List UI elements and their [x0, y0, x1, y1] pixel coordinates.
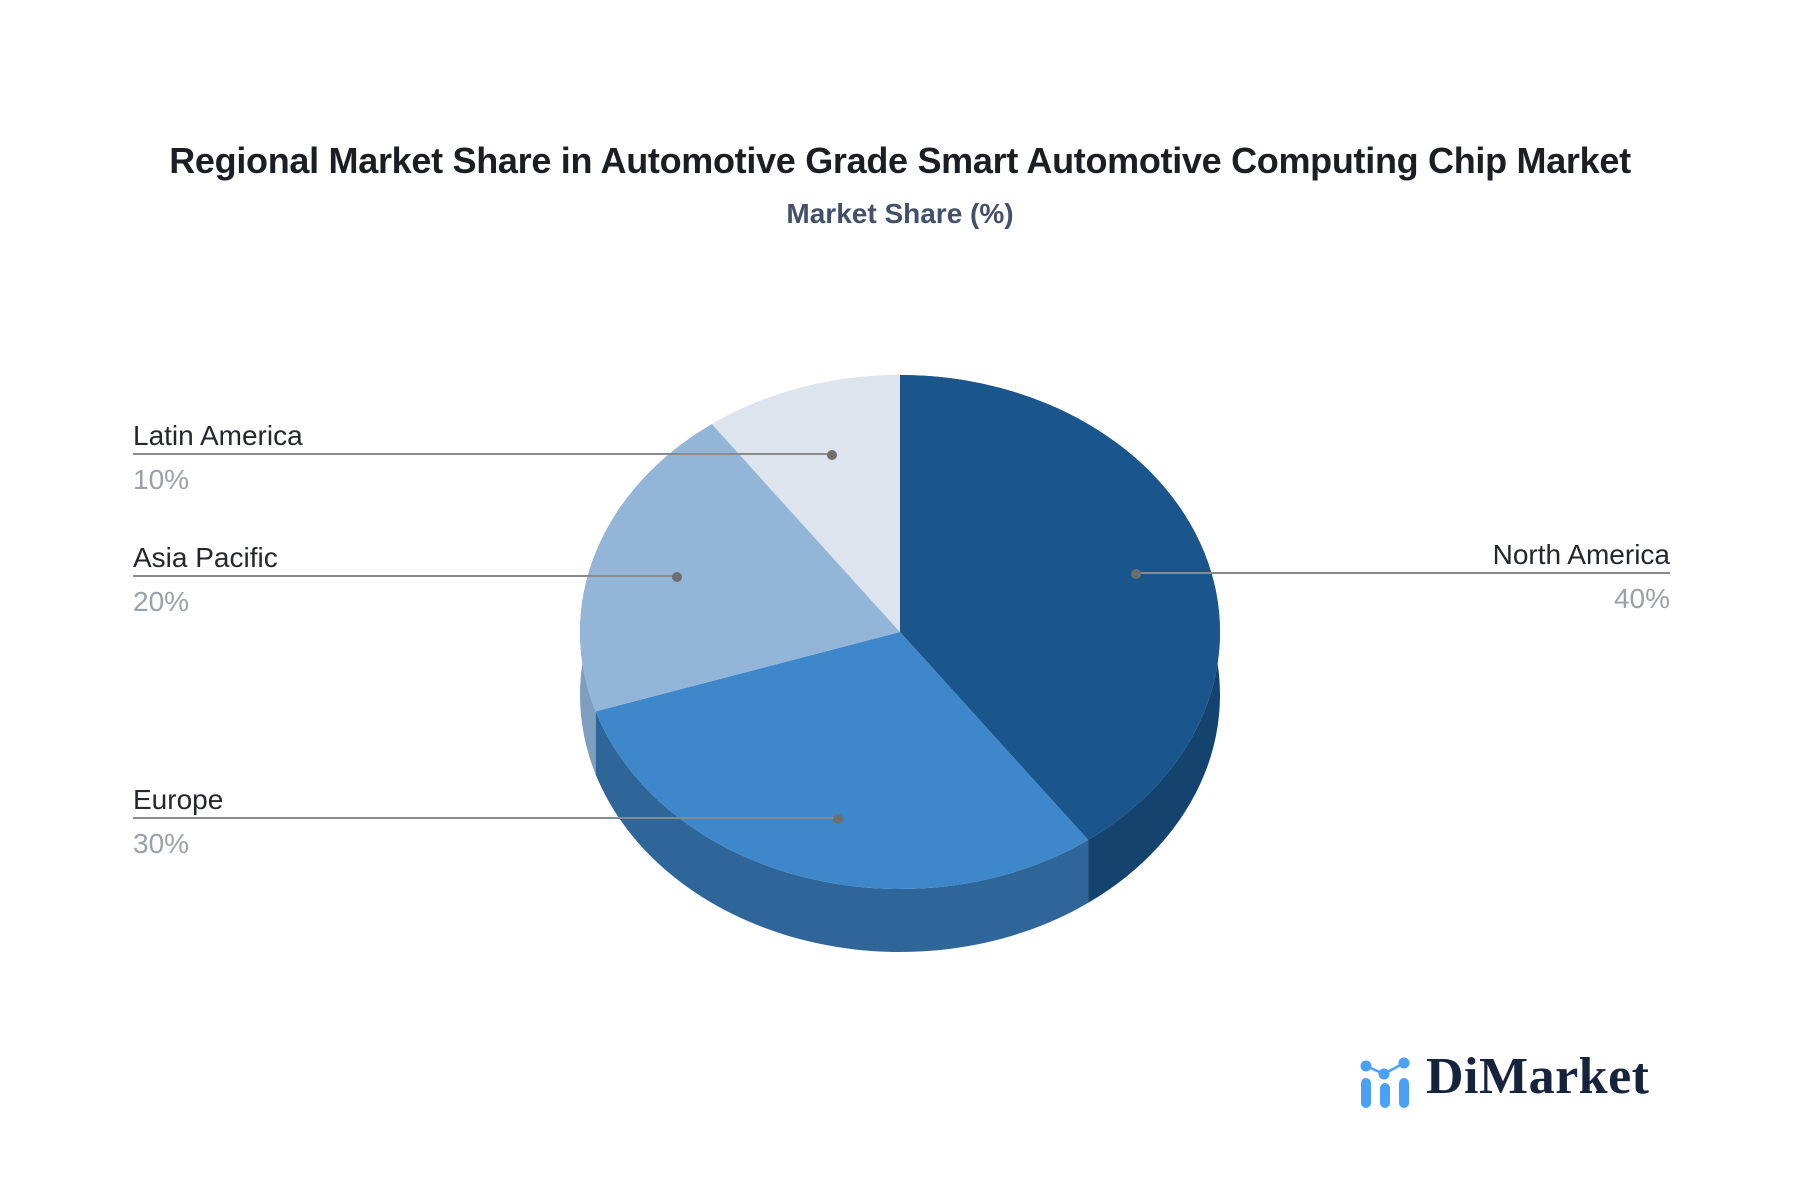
slice-label: North America: [1492, 539, 1670, 570]
callout-asia-pacific: Asia Pacific 20%: [133, 541, 682, 619]
pie-slice-side-europe[interactable]: [595, 711, 1089, 952]
slice-label: Asia Pacific: [133, 542, 278, 573]
slice-percent: 20%: [133, 586, 190, 617]
leader-line: [1131, 569, 1670, 579]
leader-dot: [833, 814, 843, 824]
callout-north-america: North America 40%: [1131, 538, 1670, 616]
pie-slice-latin-america[interactable]: [711, 375, 900, 632]
slice-label: Europe: [133, 784, 224, 815]
slice-percent: 30%: [133, 828, 190, 859]
slice-percent: 10%: [133, 464, 190, 495]
leader-line: [133, 450, 837, 460]
leader-dot: [1131, 569, 1141, 579]
callout-latin-america: Latin America 10%: [133, 419, 837, 497]
chart-title: Regional Market Share in Automotive Grad…: [169, 140, 1631, 181]
slice-percent: 40%: [1613, 583, 1670, 614]
brand-name: DiMarket: [1426, 1048, 1650, 1105]
leader-line: [133, 572, 682, 582]
pie-slice-europe[interactable]: [595, 632, 1089, 889]
leader-dot: [827, 450, 837, 460]
pie-slice-asia-pacific[interactable]: [580, 424, 900, 712]
pie-slice-north-america[interactable]: [900, 375, 1221, 840]
leader-line: [133, 814, 843, 824]
slice-label: Latin America: [133, 420, 303, 451]
brand-logo: DiMarket: [1360, 1036, 1649, 1112]
leader-dot: [672, 572, 682, 582]
chart-subtitle: Market Share (%): [786, 198, 1014, 229]
dimarket-logo-icon: [1360, 1057, 1410, 1108]
callout-europe: Europe 30%: [133, 783, 843, 861]
